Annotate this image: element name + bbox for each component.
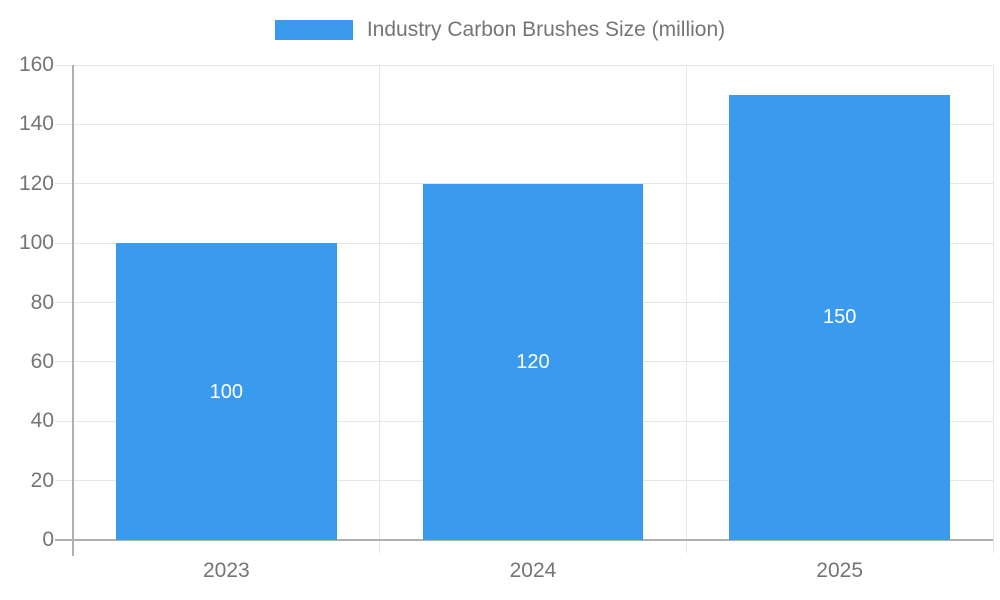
y-axis-tick-label: 100 — [18, 231, 54, 255]
y-axis-line — [72, 65, 74, 556]
y-axis-tick-label: 60 — [30, 349, 54, 373]
bar-value-label: 120 — [516, 350, 550, 373]
y-axis-tick-label: 40 — [30, 409, 54, 433]
y-axis-tick-label: 120 — [18, 171, 54, 195]
bar-value-label: 100 — [209, 380, 243, 403]
x-axis-tick-label: 2024 — [509, 559, 557, 582]
x-gridline — [685, 65, 687, 553]
legend-swatch[interactable] — [274, 20, 353, 40]
x-gridline — [992, 65, 994, 553]
x-axis-line — [55, 539, 993, 541]
y-gridline — [55, 123, 993, 125]
legend: Industry Carbon Brushes Size (million) — [0, 16, 1000, 44]
y-axis-tick-label: 20 — [30, 468, 54, 492]
x-axis-tick-label: 2023 — [202, 559, 250, 582]
legend-label[interactable]: Industry Carbon Brushes Size (million) — [366, 18, 726, 41]
y-axis-tick-label: 0 — [42, 528, 54, 551]
bar-2025[interactable] — [729, 94, 951, 540]
y-axis-tick-label: 160 — [18, 53, 54, 76]
y-gridline — [55, 64, 993, 66]
y-axis-tick-label: 80 — [30, 290, 54, 314]
y-axis-tick-label: 140 — [18, 112, 54, 136]
x-axis-tick-label: 2025 — [816, 559, 864, 582]
bar-value-label: 150 — [822, 306, 857, 329]
bar-2023[interactable] — [115, 243, 337, 540]
x-gridline — [379, 65, 381, 553]
bar-2024[interactable] — [422, 183, 644, 540]
